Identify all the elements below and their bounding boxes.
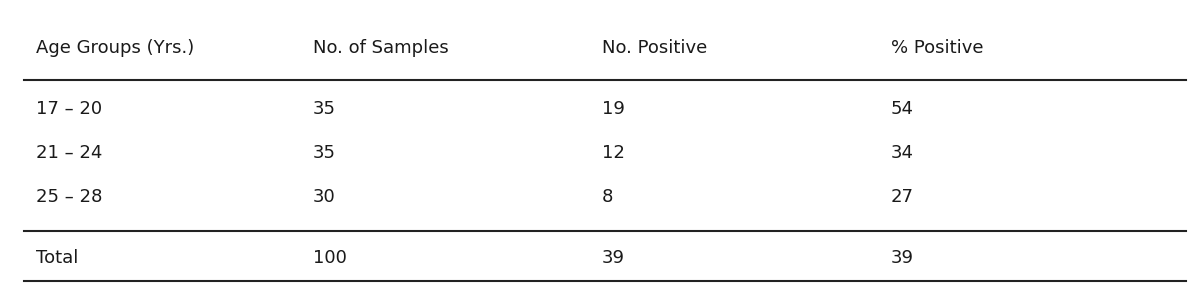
Text: 17 – 20: 17 – 20 — [36, 100, 102, 118]
Text: 27: 27 — [891, 188, 914, 206]
Text: 39: 39 — [602, 249, 625, 268]
Text: 100: 100 — [313, 249, 347, 268]
Text: 25 – 28: 25 – 28 — [36, 188, 102, 206]
Text: 19: 19 — [602, 100, 625, 118]
Text: 34: 34 — [891, 144, 914, 162]
Text: 12: 12 — [602, 144, 625, 162]
Text: No. of Samples: No. of Samples — [313, 39, 449, 57]
Text: 54: 54 — [891, 100, 914, 118]
Text: 39: 39 — [891, 249, 914, 268]
Text: No. Positive: No. Positive — [602, 39, 707, 57]
Text: 21 – 24: 21 – 24 — [36, 144, 102, 162]
Text: 35: 35 — [313, 144, 336, 162]
Text: 8: 8 — [602, 188, 613, 206]
Text: Total: Total — [36, 249, 78, 268]
Text: 35: 35 — [313, 100, 336, 118]
Text: % Positive: % Positive — [891, 39, 984, 57]
Text: Age Groups (Yrs.): Age Groups (Yrs.) — [36, 39, 194, 57]
Text: 30: 30 — [313, 188, 336, 206]
